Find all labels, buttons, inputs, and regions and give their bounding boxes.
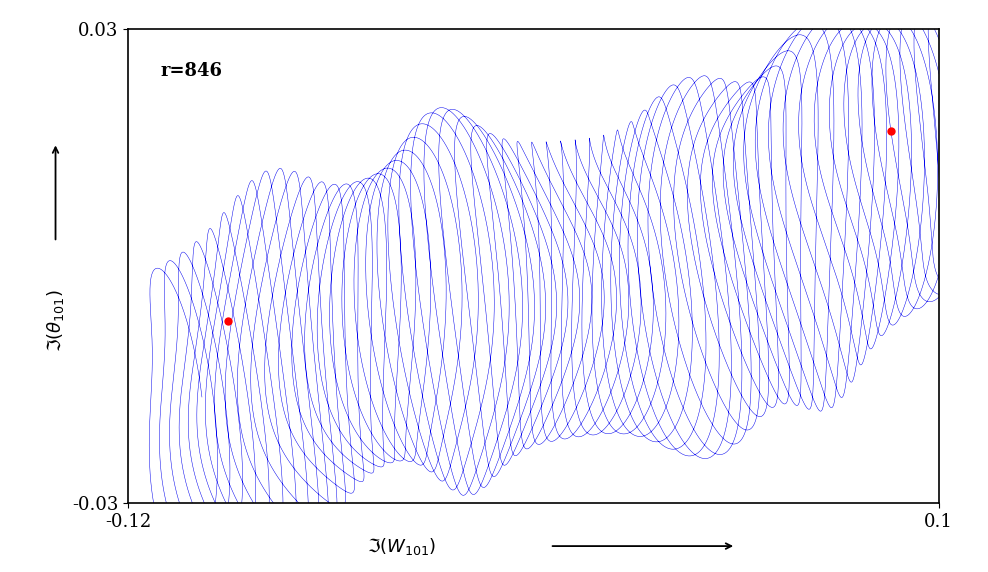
- Text: $\Im(W_{101})$: $\Im(W_{101})$: [367, 535, 437, 557]
- Text: $\Im(\theta_{101})$: $\Im(\theta_{101})$: [45, 289, 66, 352]
- Text: r=846: r=846: [161, 62, 223, 80]
